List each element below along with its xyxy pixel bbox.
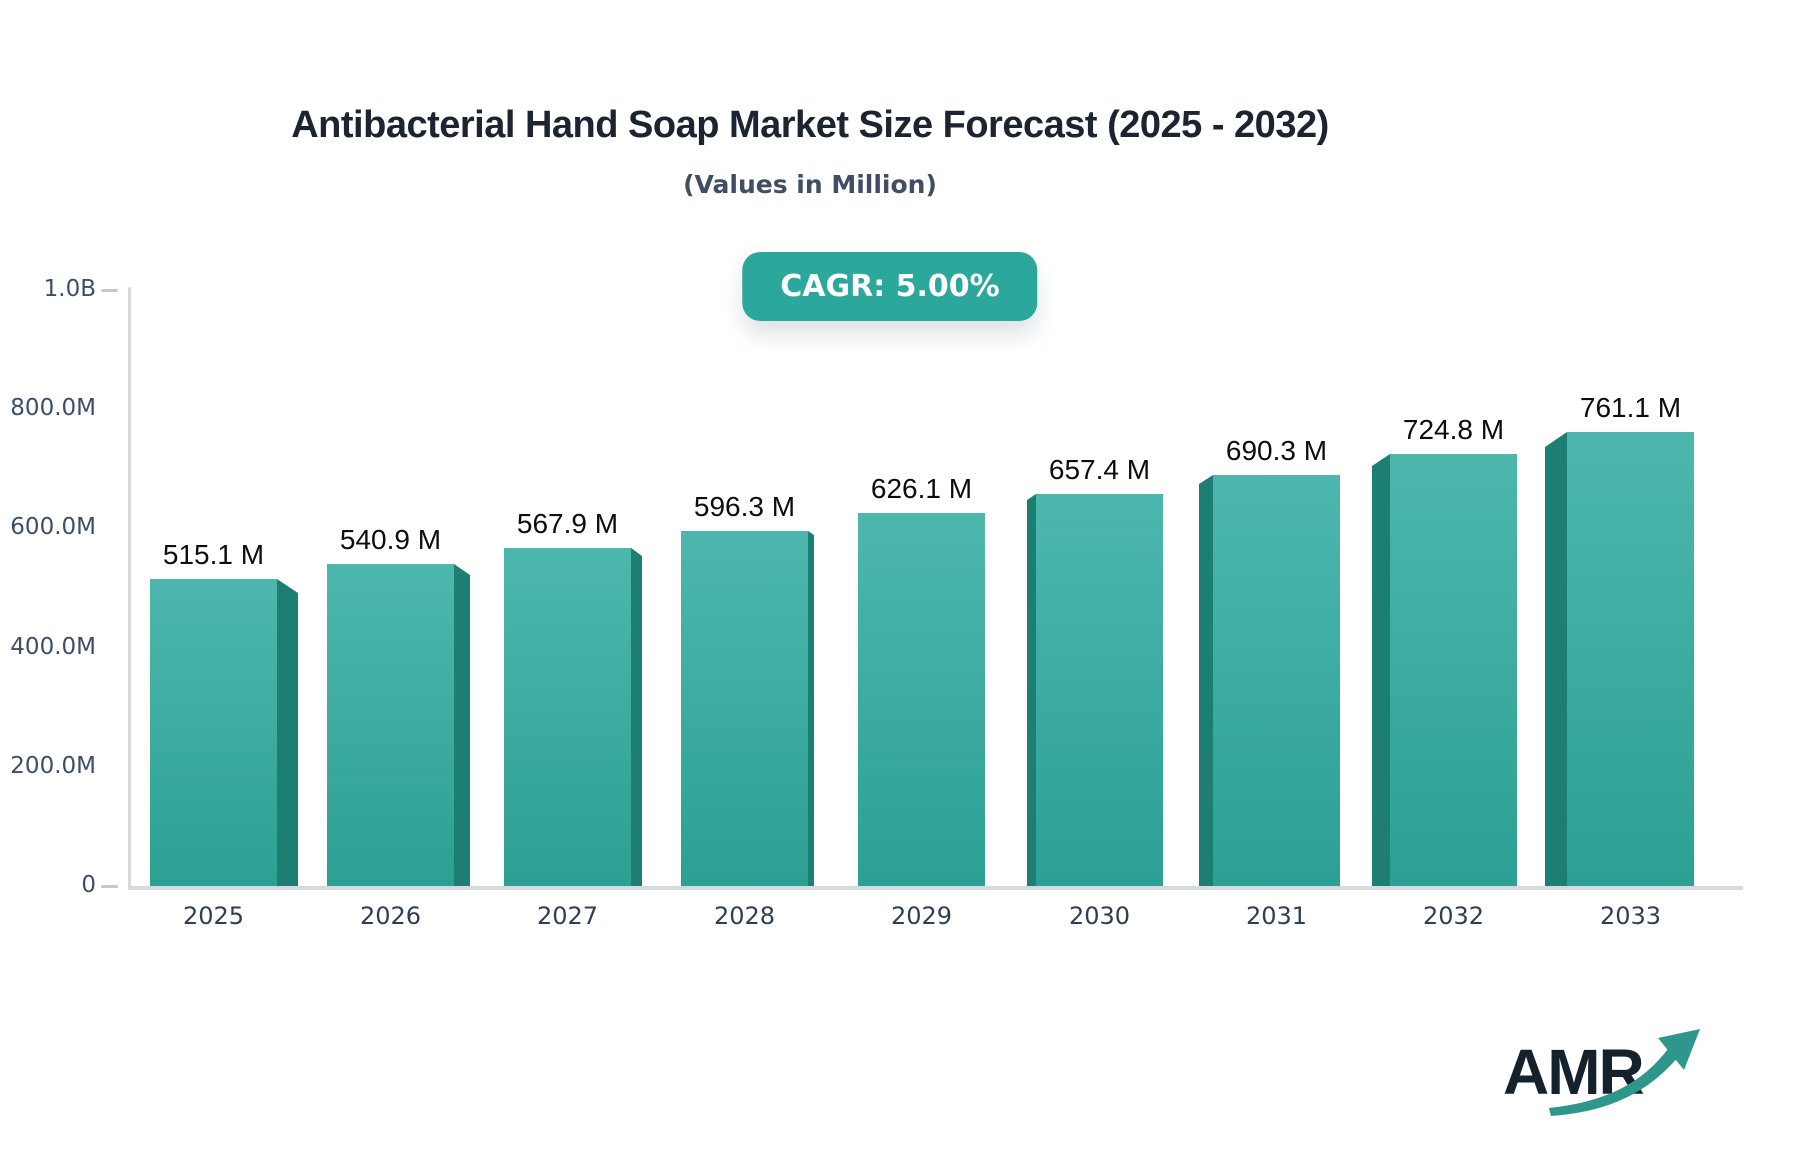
bar-2031[interactable]: [1213, 475, 1340, 886]
bar-3d-side-2030: [1027, 494, 1036, 886]
x-axis-label-2026: 2026: [359, 902, 422, 930]
y-tick-label: 1.0B: [43, 276, 96, 302]
bar-3d-side-2032: [1372, 454, 1390, 886]
bar-value-label: 761.1 M: [1579, 392, 1682, 423]
logo-arrow-head: [1658, 1029, 1700, 1070]
bar-3d-side-2025: [277, 579, 298, 886]
x-axis-label-2033: 2033: [1599, 902, 1662, 930]
bar-value-label: 657.4 M: [1048, 454, 1151, 485]
chart-subtitle: (Values in Million): [683, 170, 937, 199]
bar-value-label: 596.3 M: [693, 491, 796, 522]
bar-2033[interactable]: [1567, 432, 1694, 886]
x-axis-label-2031: 2031: [1245, 902, 1308, 930]
bar-3d-side-2031: [1199, 475, 1213, 886]
bar-value-label: 626.1 M: [870, 473, 973, 504]
bar-2030[interactable]: [1036, 494, 1163, 886]
x-axis-label-2029: 2029: [890, 902, 953, 930]
bar-3d-side-2026: [454, 564, 470, 886]
amr-logo-graphic: AMR: [1503, 1029, 1700, 1116]
y-axis-line: [128, 287, 131, 888]
x-axis-label-2027: 2027: [536, 902, 599, 930]
y-tick-label: 600.0M: [10, 514, 96, 541]
x-axis-label-2030: 2030: [1068, 902, 1131, 930]
bar-3d-side-2027: [631, 548, 642, 886]
bar-2028[interactable]: [681, 531, 808, 886]
logo-arrow-swoosh: [1549, 1049, 1679, 1116]
bar-2027[interactable]: [504, 548, 631, 886]
amr-logo: AMR: [1495, 1012, 1735, 1132]
x-axis-baseline: [128, 886, 1743, 890]
x-axis-label-2032: 2032: [1422, 902, 1485, 930]
bar-2029[interactable]: [858, 513, 985, 886]
bar-value-label: 567.9 M: [516, 508, 619, 539]
cagr-badge: CAGR: 5.00%: [742, 252, 1038, 321]
y-tick-label: 400.0M: [10, 633, 96, 660]
y-tick-mark: [101, 289, 118, 292]
bar-2026[interactable]: [327, 564, 454, 886]
y-tick-label: 800.0M: [10, 395, 96, 422]
bar-2032[interactable]: [1390, 454, 1517, 886]
bar-value-label: 540.9 M: [339, 524, 442, 555]
x-axis-label-2025: 2025: [182, 902, 245, 930]
bar-3d-side-2033: [1545, 432, 1567, 886]
x-axis-label-2028: 2028: [713, 902, 776, 930]
bar-value-label: 690.3 M: [1225, 435, 1328, 466]
bar-2025[interactable]: [150, 579, 277, 886]
bar-3d-side-2028: [808, 531, 814, 886]
y-tick-label: 0: [81, 872, 96, 898]
bar-value-label: 515.1 M: [162, 539, 265, 570]
chart-title: Antibacterial Hand Soap Market Size Fore…: [291, 104, 1329, 146]
bar-value-label: 724.8 M: [1402, 414, 1505, 445]
y-tick-mark: [101, 885, 118, 888]
y-tick-label: 200.0M: [10, 752, 96, 779]
